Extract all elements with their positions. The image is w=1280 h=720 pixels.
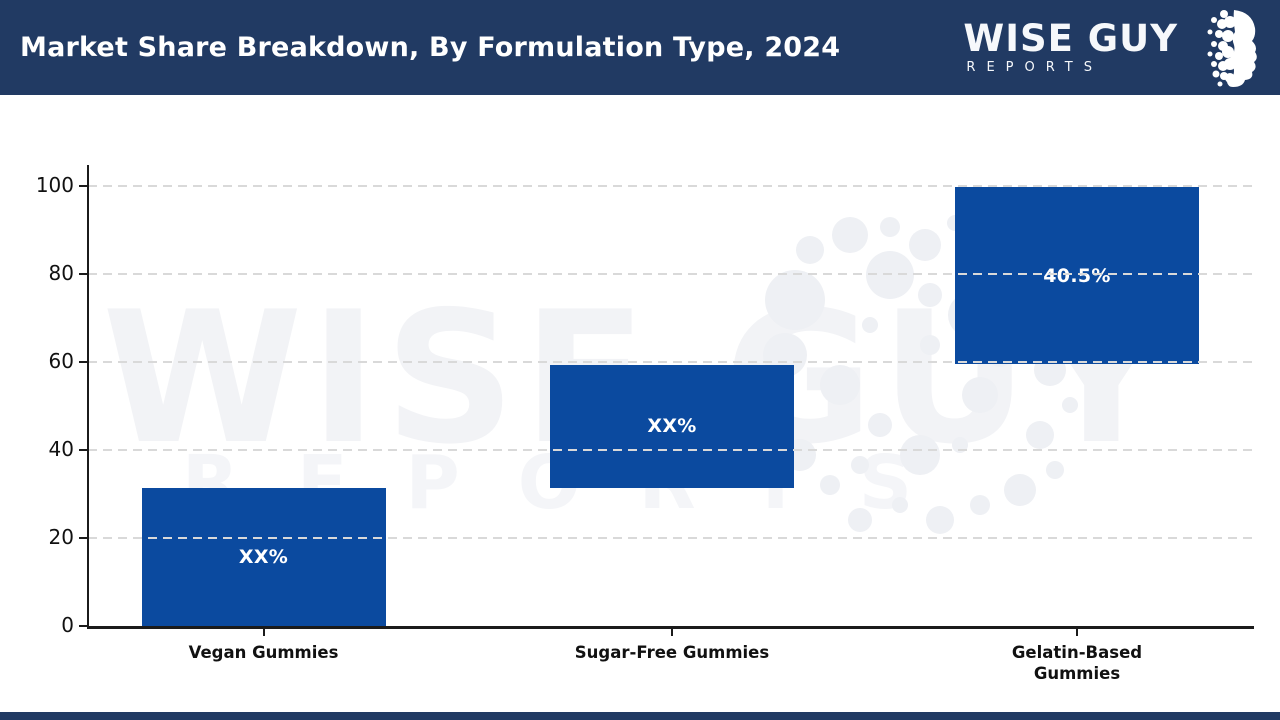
gridline-20 bbox=[88, 537, 1253, 539]
x-axis-spine bbox=[87, 626, 1254, 629]
footer-bar bbox=[0, 712, 1280, 720]
y-tick-label-0: 0 bbox=[61, 613, 74, 637]
y-axis-spine bbox=[87, 165, 89, 626]
x-tick-mark bbox=[671, 629, 673, 636]
plot-area: 0 20 40 60 80 100 XX% Vegan Gummies XX% Sugar-Fre… bbox=[0, 95, 1280, 712]
y-tick-mark-100 bbox=[79, 185, 88, 187]
y-tick-label-100: 100 bbox=[35, 173, 74, 197]
y-tick-mark-20 bbox=[79, 537, 88, 539]
y-tick-mark-60 bbox=[79, 361, 88, 363]
chart-title: Market Share Breakdown, By Formulation T… bbox=[20, 32, 841, 63]
logo-subtitle: REPORTS bbox=[966, 60, 1104, 75]
logo-face-icon bbox=[1207, 9, 1257, 87]
bar-value-label: 40.5% bbox=[1043, 264, 1111, 287]
y-tick-label-40: 40 bbox=[48, 437, 74, 461]
gridline-80 bbox=[88, 273, 1253, 275]
bar-segment: XX% bbox=[141, 487, 386, 626]
y-tick-mark-80 bbox=[79, 273, 88, 275]
gridline-60 bbox=[88, 361, 1253, 363]
header-bar: Market Share Breakdown, By Formulation T… bbox=[0, 0, 1280, 95]
wise-guy-logo: WISE GUY REPORTS bbox=[963, 8, 1258, 88]
logo-text: WISE GUY REPORTS bbox=[963, 20, 1178, 75]
y-tick-label-60: 60 bbox=[48, 349, 74, 373]
bar-value-label: XX% bbox=[647, 415, 697, 438]
bar-value-label: XX% bbox=[238, 545, 289, 568]
x-tick-mark bbox=[1076, 629, 1078, 636]
y-tick-label-20: 20 bbox=[48, 525, 74, 549]
y-tick-mark-40 bbox=[79, 449, 88, 451]
x-category-label: Vegan Gummies bbox=[188, 643, 339, 662]
logo-wordmark: WISE GUY bbox=[963, 17, 1178, 60]
gridline-100 bbox=[88, 185, 1253, 187]
y-tick-mark-0 bbox=[79, 625, 88, 627]
x-category-label: Sugar-Free Gummies bbox=[574, 643, 770, 662]
y-tick-label-80: 80 bbox=[48, 261, 74, 285]
gridline-40 bbox=[88, 449, 1253, 451]
bar-segment: XX% bbox=[550, 364, 794, 488]
bar-segment: 40.5% bbox=[955, 186, 1199, 365]
x-category-label: Gelatin-Based Gummies bbox=[1011, 643, 1143, 684]
x-tick-mark bbox=[262, 629, 265, 636]
